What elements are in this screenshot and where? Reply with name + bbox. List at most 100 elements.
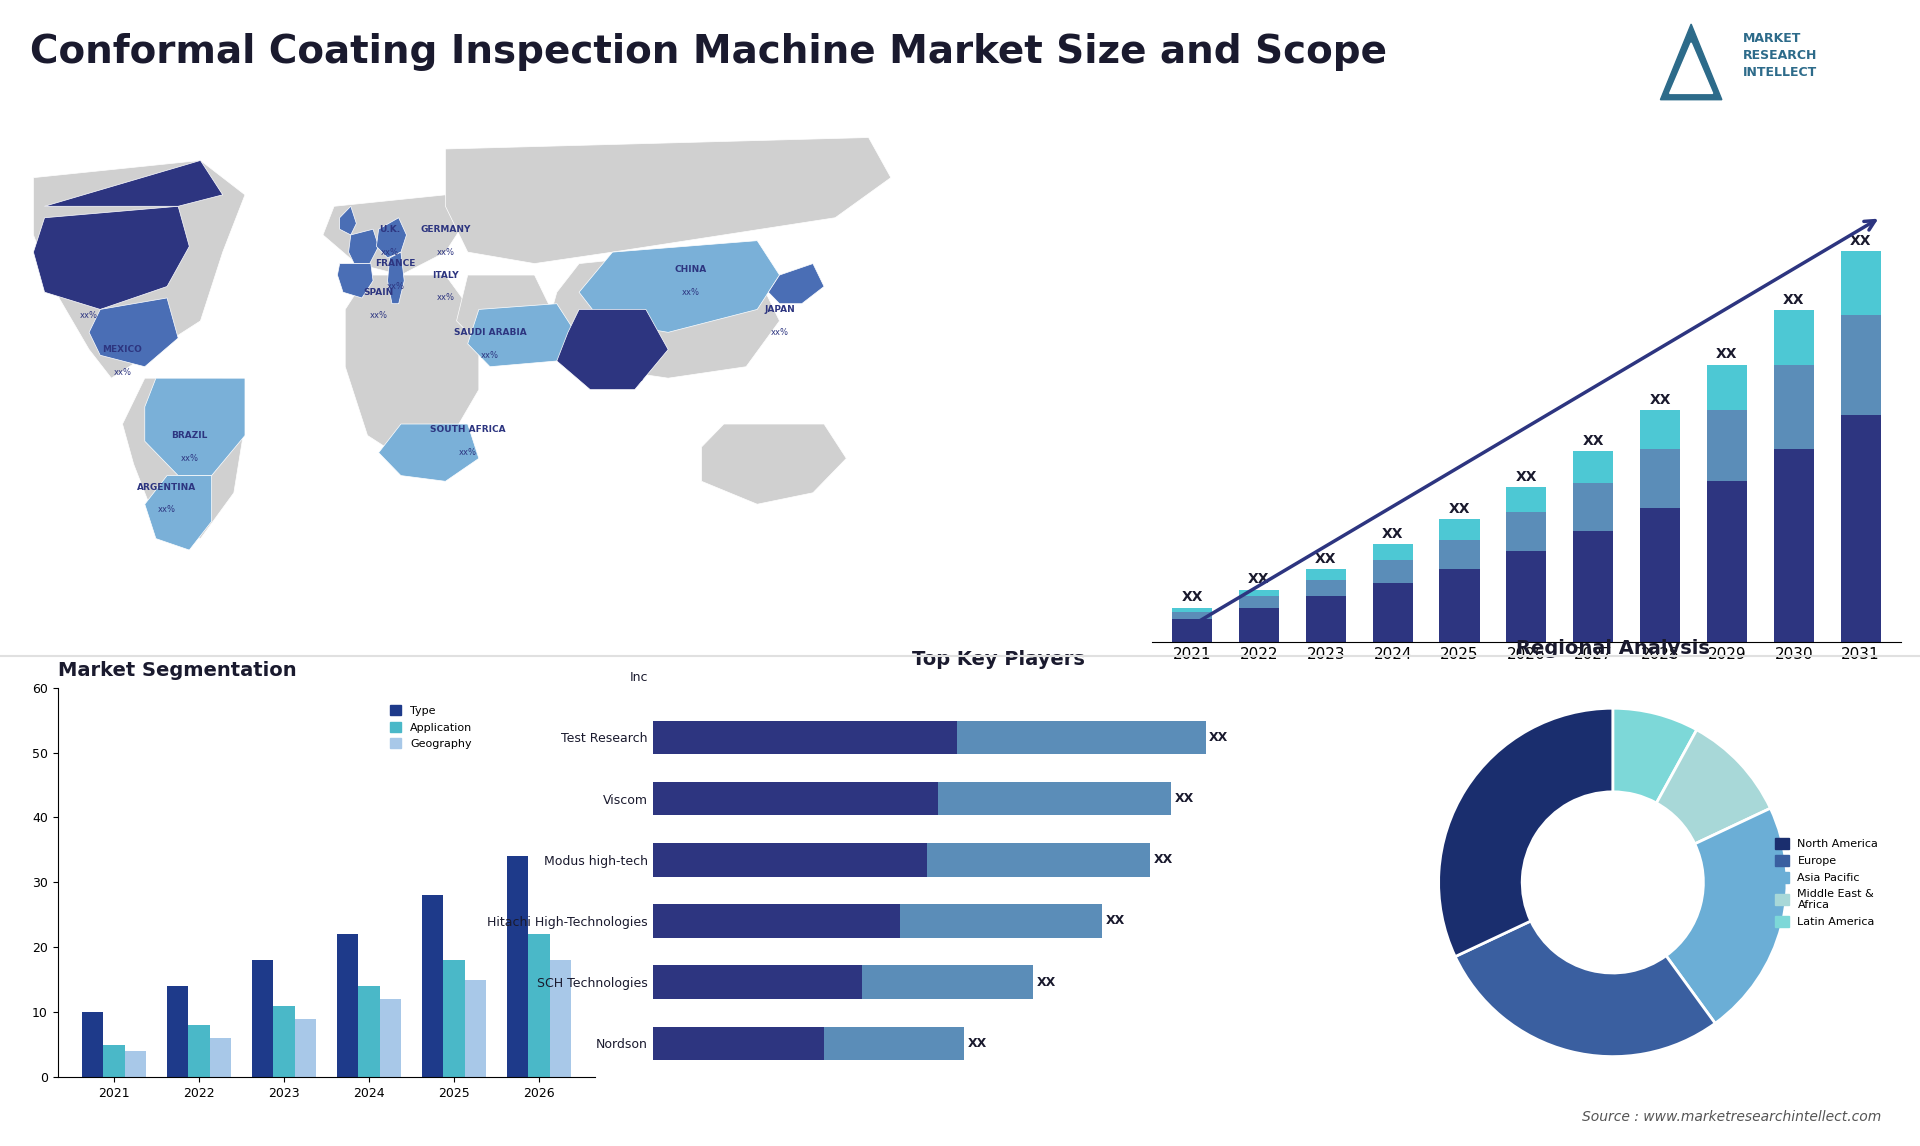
Bar xyxy=(1171,619,1212,642)
Text: MEXICO: MEXICO xyxy=(102,345,142,354)
Bar xyxy=(380,999,401,1077)
Bar xyxy=(1841,315,1882,415)
PathPatch shape xyxy=(144,378,246,476)
Text: Conformal Coating Inspection Machine Market Size and Scope: Conformal Coating Inspection Machine Mar… xyxy=(31,32,1386,71)
Text: XX: XX xyxy=(1851,234,1872,248)
Text: XX: XX xyxy=(1515,470,1538,484)
Text: XX: XX xyxy=(1154,854,1173,866)
Bar xyxy=(83,1012,104,1077)
Text: xx%: xx% xyxy=(386,282,405,291)
Bar xyxy=(273,1006,294,1077)
PathPatch shape xyxy=(349,229,378,264)
Title: Regional Analysis: Regional Analysis xyxy=(1517,638,1709,658)
PathPatch shape xyxy=(376,218,407,258)
Text: xx%: xx% xyxy=(81,311,98,320)
Bar xyxy=(1640,410,1680,449)
Bar xyxy=(294,1019,315,1077)
Bar xyxy=(824,1027,964,1060)
Text: SPAIN: SPAIN xyxy=(363,288,394,297)
Text: SAUDI ARABIA: SAUDI ARABIA xyxy=(453,328,526,337)
Bar xyxy=(188,1026,209,1077)
PathPatch shape xyxy=(338,264,372,298)
Text: xx%: xx% xyxy=(157,505,177,515)
Bar xyxy=(252,960,273,1077)
Text: XX: XX xyxy=(1106,915,1125,927)
PathPatch shape xyxy=(340,206,357,235)
Text: XX: XX xyxy=(968,1037,987,1050)
Bar xyxy=(1306,596,1346,642)
Bar xyxy=(1572,531,1613,642)
PathPatch shape xyxy=(557,309,668,390)
Bar xyxy=(125,1051,146,1077)
Bar xyxy=(1841,251,1882,315)
Bar xyxy=(956,721,1206,754)
Legend: Type, Application, Geography: Type, Application, Geography xyxy=(386,701,476,753)
Text: xx%: xx% xyxy=(459,448,476,457)
Bar xyxy=(209,1038,230,1077)
PathPatch shape xyxy=(580,241,780,332)
PathPatch shape xyxy=(44,160,223,206)
Text: XX: XX xyxy=(1037,975,1056,989)
PathPatch shape xyxy=(701,424,847,504)
Bar xyxy=(1774,364,1814,449)
Bar xyxy=(465,980,486,1077)
Bar xyxy=(167,987,188,1077)
PathPatch shape xyxy=(123,378,246,539)
Title: Top Key Players: Top Key Players xyxy=(912,650,1085,669)
Text: XX: XX xyxy=(1784,293,1805,307)
Bar xyxy=(507,856,528,1077)
Bar xyxy=(1572,482,1613,531)
Wedge shape xyxy=(1667,808,1788,1023)
Bar xyxy=(1707,364,1747,410)
Bar xyxy=(900,904,1102,937)
Bar xyxy=(1507,551,1546,642)
Bar xyxy=(1507,512,1546,551)
Text: CHINA: CHINA xyxy=(674,265,707,274)
Bar xyxy=(1373,560,1413,582)
Polygon shape xyxy=(1670,42,1713,93)
Bar xyxy=(1306,570,1346,581)
Bar xyxy=(1440,570,1480,642)
Text: JAPAN: JAPAN xyxy=(764,305,795,314)
Text: MARKET
RESEARCH
INTELLECT: MARKET RESEARCH INTELLECT xyxy=(1743,32,1818,79)
Text: xx%: xx% xyxy=(770,328,789,337)
Bar xyxy=(1171,612,1212,619)
Text: xx%: xx% xyxy=(436,293,455,303)
Bar xyxy=(862,965,1033,999)
Bar xyxy=(1373,582,1413,642)
Bar xyxy=(1841,415,1882,642)
PathPatch shape xyxy=(388,252,405,304)
PathPatch shape xyxy=(88,298,179,367)
Bar xyxy=(1440,519,1480,540)
Bar xyxy=(1774,311,1814,364)
Bar xyxy=(444,960,465,1077)
Bar xyxy=(1707,480,1747,642)
Text: U.S.: U.S. xyxy=(79,288,100,297)
Legend: North America, Europe, Asia Pacific, Middle East &
Africa, Latin America: North America, Europe, Asia Pacific, Mid… xyxy=(1770,833,1884,932)
Bar xyxy=(653,904,900,937)
Bar xyxy=(653,843,927,877)
Bar xyxy=(1774,449,1814,642)
Text: XX: XX xyxy=(1315,551,1336,566)
Bar xyxy=(927,843,1150,877)
Bar xyxy=(1640,508,1680,642)
Text: xx%: xx% xyxy=(482,351,499,360)
PathPatch shape xyxy=(144,476,211,550)
Text: XX: XX xyxy=(1175,792,1194,806)
Text: ITALY: ITALY xyxy=(432,270,459,280)
Bar xyxy=(338,934,359,1077)
PathPatch shape xyxy=(457,275,557,350)
Text: CANADA: CANADA xyxy=(111,225,156,234)
Bar xyxy=(1707,410,1747,480)
Text: XX: XX xyxy=(1248,572,1269,586)
Text: xx%: xx% xyxy=(113,368,131,377)
PathPatch shape xyxy=(33,160,246,378)
Bar xyxy=(1373,544,1413,560)
Bar xyxy=(653,965,862,999)
Bar xyxy=(1171,607,1212,612)
PathPatch shape xyxy=(468,304,580,367)
Text: XX: XX xyxy=(1582,433,1603,448)
Bar xyxy=(359,987,380,1077)
PathPatch shape xyxy=(346,275,478,464)
Wedge shape xyxy=(1455,921,1715,1057)
